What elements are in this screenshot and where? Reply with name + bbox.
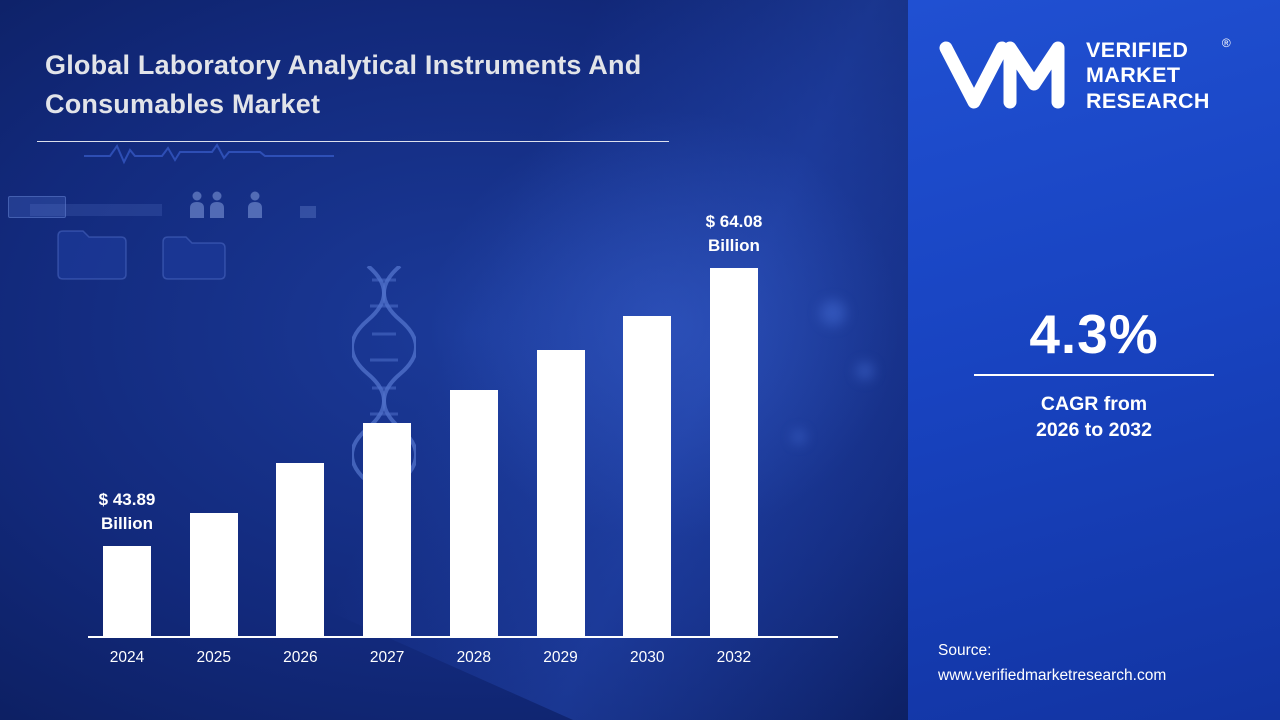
bar-2025 — [189, 513, 238, 636]
x-axis-label: 2028 — [456, 649, 492, 666]
x-axis-label: 2032 — [716, 649, 752, 666]
bokeh-dot-decoration — [792, 430, 806, 444]
brand-name-line3: RESEARCH — [1086, 88, 1210, 113]
bar-2027 — [363, 423, 412, 636]
bar-column — [536, 350, 585, 636]
people-icons — [190, 191, 262, 218]
bar-2030 — [623, 316, 672, 636]
x-axis-label: 2030 — [629, 649, 665, 666]
cagr-underline — [974, 374, 1214, 376]
bar-column — [276, 463, 325, 636]
page-title-line1: Global Laboratory Analytical Instruments… — [45, 50, 642, 80]
info-panel: VERIFIED MARKET RESEARCH ® 4.3% CAGR fro… — [908, 0, 1280, 720]
bars-row: $ 43.89 Billion $ 64.08 Billion — [99, 210, 762, 636]
x-axis-label: 2025 — [196, 649, 231, 666]
folder-icons — [57, 230, 226, 280]
x-axis-baseline — [88, 636, 838, 638]
brand-name: VERIFIED MARKET RESEARCH — [1086, 38, 1210, 114]
cagr-value: 4.3% — [1029, 303, 1159, 365]
title-underline — [37, 141, 669, 142]
bar-2026 — [276, 463, 325, 636]
bokeh-dot-decoration — [820, 300, 846, 326]
brand-block: VERIFIED MARKET RESEARCH ® — [934, 34, 1231, 114]
bar-2032 — [709, 268, 758, 636]
bar-column — [363, 423, 412, 636]
monitor-icon — [8, 196, 66, 218]
brand-name-line1: VERIFIED — [1086, 38, 1189, 62]
page-title: Global Laboratory Analytical Instruments… — [45, 46, 745, 124]
source-block: Source: www.verifiedmarketresearch.com — [938, 638, 1166, 688]
ekg-heartbeat-icon — [84, 143, 334, 165]
chart-panel: Global Laboratory Analytical Instruments… — [0, 0, 908, 720]
x-axis-label: 2026 — [283, 649, 318, 666]
toolbar-decoration — [30, 204, 162, 216]
cagr-caption-line1: CAGR from — [1040, 393, 1148, 415]
x-axis-label: 2029 — [543, 649, 578, 666]
bar-column — [623, 316, 672, 636]
bar-column — [189, 513, 238, 636]
source-label: Source: — [938, 641, 992, 659]
toolbar-decoration — [300, 206, 316, 218]
bar-column: $ 43.89 Billion — [99, 488, 155, 636]
bar-value-label: $ 64.08 Billion — [705, 211, 763, 256]
bar-value-label: $ 43.89 Billion — [98, 489, 156, 534]
bar-chart: $ 43.89 Billion $ 64.08 Billion 2024 2025 202… — [88, 210, 838, 667]
brand-name-line2: MARKET — [1086, 63, 1181, 88]
vmr-logo-icon — [939, 41, 1065, 109]
page-title-line2: Consumables Market — [45, 89, 321, 120]
cagr-caption-line2: 2026 to 2032 — [1035, 419, 1152, 442]
cagr-caption: CAGR from 2026 to 2032 — [908, 391, 1280, 444]
bar-column — [449, 390, 498, 636]
bar-2029 — [536, 350, 585, 636]
x-axis: 2024 2025 2026 2027 2028 2029 2030 2032 — [103, 649, 758, 667]
bar-2028 — [449, 390, 498, 636]
bar-2024 — [103, 546, 151, 636]
bar-column: $ 64.08 Billion — [706, 210, 762, 636]
x-axis-label: 2027 — [369, 649, 405, 666]
source-url: www.verifiedmarketresearch.com — [938, 666, 1167, 684]
x-axis-label: 2024 — [109, 649, 145, 666]
registered-trademark-symbol: ® — [1221, 36, 1231, 50]
bokeh-dot-decoration — [856, 362, 874, 380]
